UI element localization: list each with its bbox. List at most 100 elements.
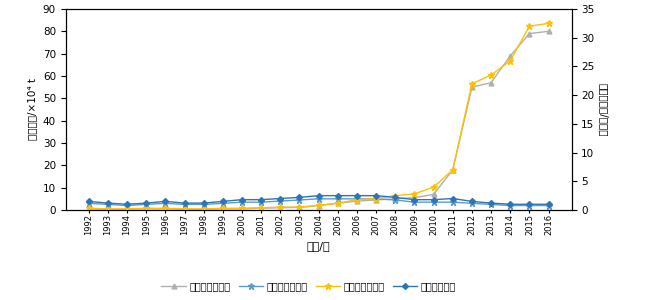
牛羊肉出口量； [142, 202, 150, 206]
牛羊肉出口量； [85, 202, 93, 205]
牛羊肉出口量； [449, 200, 457, 204]
牛羊肉进口量； [238, 207, 246, 211]
牛羊肉进口量； [487, 81, 495, 85]
牛羊肉进口量； [430, 193, 438, 196]
牛羊肉进口量； [372, 198, 380, 202]
X-axis label: 时间/年: 时间/年 [307, 241, 330, 251]
牛羊肉出口量； [257, 200, 265, 204]
牛羊肉出口额 [487, 201, 495, 205]
牛羊肉出口额 [449, 197, 457, 200]
牛羊肉出口额 [353, 194, 361, 197]
牛羊肉进口额； [219, 206, 227, 210]
牛羊肉出口量； [545, 204, 553, 207]
牛羊肉进口额； [277, 205, 284, 209]
牛羊肉出口额 [257, 198, 265, 202]
牛羊肉进口量； [200, 208, 208, 211]
牛羊肉出口额 [296, 196, 304, 199]
牛羊肉进口额； [545, 22, 553, 25]
牛羊肉出口量； [219, 202, 227, 205]
牛羊肉出口额 [545, 202, 553, 206]
牛羊肉出口额 [162, 200, 170, 203]
牛羊肉进口额； [449, 168, 457, 172]
牛羊肉进口额； [507, 59, 514, 62]
牛羊肉进口额； [123, 207, 131, 211]
牛羊肉出口量； [315, 197, 323, 201]
牛羊肉出口额 [85, 200, 93, 203]
牛羊肉进口额； [238, 206, 246, 210]
牛羊肉出口额 [181, 201, 189, 205]
牛羊肉进口额； [526, 24, 533, 28]
牛羊肉进口量； [123, 208, 131, 211]
牛羊肉出口量； [200, 202, 208, 206]
牛羊肉进口量； [334, 202, 342, 205]
Line: 牛羊肉出口量；: 牛羊肉出口量； [85, 195, 552, 209]
牛羊肉出口量； [526, 204, 533, 207]
牛羊肉出口额 [334, 194, 342, 197]
牛羊肉进口量； [104, 208, 112, 211]
牛羊肉出口量； [411, 200, 419, 204]
牛羊肉进口额； [315, 204, 323, 207]
牛羊肉出口量； [487, 202, 495, 206]
牛羊肉进口额； [353, 198, 361, 202]
Y-axis label: 进出口金额/亿美元: 进出口金额/亿美元 [599, 83, 608, 136]
牛羊肉出口额 [104, 201, 112, 205]
牛羊肉出口额 [392, 196, 399, 199]
Line: 牛羊肉进口额；: 牛羊肉进口额； [85, 20, 552, 212]
牛羊肉进口额； [296, 205, 304, 209]
牛羊肉进口量； [392, 197, 399, 201]
牛羊肉进口额； [142, 206, 150, 210]
牛羊肉进口量； [449, 168, 457, 172]
牛羊肉出口量； [353, 197, 361, 201]
牛羊肉进口额； [200, 207, 208, 211]
牛羊肉进口量； [277, 206, 284, 210]
牛羊肉出口量； [277, 199, 284, 203]
Line: 牛羊肉进口量；: 牛羊肉进口量； [86, 29, 551, 212]
牛羊肉出口额 [123, 202, 131, 206]
牛羊肉出口额 [277, 197, 284, 200]
牛羊肉进口量； [507, 54, 514, 58]
牛羊肉进口量； [142, 207, 150, 211]
牛羊肉出口量； [104, 202, 112, 206]
Y-axis label: 进出口量/×10⁴ t: 进出口量/×10⁴ t [28, 79, 37, 140]
牛羊肉出口量； [392, 198, 399, 202]
牛羊肉进口量； [545, 29, 553, 33]
牛羊肉进口额； [181, 207, 189, 211]
牛羊肉出口额 [219, 200, 227, 203]
牛羊肉出口额 [411, 198, 419, 202]
牛羊肉进口量； [468, 85, 476, 89]
牛羊肉出口量； [181, 202, 189, 206]
牛羊肉出口额 [238, 198, 246, 202]
牛羊肉出口额 [200, 201, 208, 205]
牛羊肉出口量； [296, 198, 304, 202]
牛羊肉进口额； [487, 73, 495, 77]
牛羊肉出口额 [142, 201, 150, 205]
牛羊肉出口额 [430, 198, 438, 202]
牛羊肉出口量； [372, 197, 380, 201]
牛羊肉进口量； [411, 196, 419, 200]
牛羊肉出口额 [507, 202, 514, 206]
牛羊肉出口量； [507, 204, 514, 207]
牛羊肉进口量； [257, 206, 265, 210]
牛羊肉进口额； [257, 206, 265, 209]
牛羊肉进口额； [392, 194, 399, 197]
牛羊肉进口额； [372, 197, 380, 200]
牛羊肉出口额 [526, 202, 533, 206]
牛羊肉进口额； [468, 82, 476, 85]
牛羊肉出口量； [334, 197, 342, 201]
牛羊肉出口额 [315, 194, 323, 197]
牛羊肉出口额 [372, 194, 380, 197]
牛羊肉出口量； [468, 202, 476, 205]
牛羊肉进口额； [430, 185, 438, 189]
牛羊肉出口额 [468, 200, 476, 203]
牛羊肉出口量； [123, 204, 131, 207]
牛羊肉进口额； [85, 206, 93, 210]
牛羊肉出口量； [430, 200, 438, 204]
Legend: 牛羊肉进口量；, 牛羊肉出口量；, 牛羊肉进口额；, 牛羊肉出口额: 牛羊肉进口量；, 牛羊肉出口量；, 牛羊肉进口额；, 牛羊肉出口额 [158, 278, 460, 295]
牛羊肉进口量； [181, 208, 189, 211]
牛羊肉进口额； [104, 207, 112, 211]
牛羊肉进口额； [334, 201, 342, 205]
牛羊肉进口额； [411, 192, 419, 196]
牛羊肉进口额； [162, 206, 170, 210]
牛羊肉进口量； [162, 207, 170, 211]
牛羊肉进口量； [296, 206, 304, 209]
